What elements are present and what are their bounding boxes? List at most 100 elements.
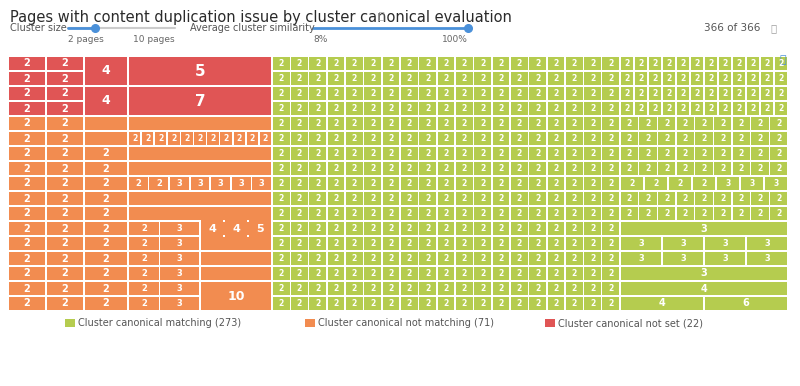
FancyBboxPatch shape — [382, 192, 399, 205]
Text: 2: 2 — [462, 194, 467, 203]
Text: 2: 2 — [638, 74, 644, 83]
FancyBboxPatch shape — [225, 207, 247, 250]
FancyBboxPatch shape — [291, 162, 308, 175]
Text: 2: 2 — [24, 193, 30, 203]
Text: 2: 2 — [498, 284, 503, 293]
FancyBboxPatch shape — [201, 282, 271, 310]
FancyBboxPatch shape — [677, 147, 694, 160]
FancyBboxPatch shape — [718, 72, 731, 85]
Text: 2: 2 — [334, 194, 338, 203]
FancyBboxPatch shape — [273, 177, 290, 190]
Text: 2: 2 — [480, 299, 486, 308]
FancyBboxPatch shape — [346, 192, 362, 205]
FancyBboxPatch shape — [695, 207, 713, 220]
FancyBboxPatch shape — [602, 117, 619, 130]
FancyBboxPatch shape — [207, 132, 219, 145]
FancyBboxPatch shape — [9, 282, 45, 295]
FancyBboxPatch shape — [310, 117, 326, 130]
Text: 2: 2 — [571, 254, 577, 263]
FancyBboxPatch shape — [401, 207, 418, 220]
Text: 2: 2 — [646, 134, 650, 143]
Text: 2: 2 — [352, 284, 357, 293]
Text: 2: 2 — [406, 209, 412, 218]
FancyBboxPatch shape — [751, 207, 769, 220]
FancyBboxPatch shape — [733, 162, 750, 175]
FancyBboxPatch shape — [291, 117, 308, 130]
FancyBboxPatch shape — [493, 222, 510, 235]
FancyBboxPatch shape — [658, 192, 675, 205]
Text: 2: 2 — [498, 104, 503, 113]
Text: 2: 2 — [334, 269, 338, 278]
FancyBboxPatch shape — [328, 222, 345, 235]
Text: 2: 2 — [370, 299, 375, 308]
FancyBboxPatch shape — [621, 147, 638, 160]
Text: 2: 2 — [664, 164, 670, 173]
FancyBboxPatch shape — [511, 222, 528, 235]
FancyBboxPatch shape — [328, 117, 345, 130]
Text: 2: 2 — [517, 179, 522, 188]
Text: 2: 2 — [389, 209, 394, 218]
FancyBboxPatch shape — [733, 57, 745, 70]
Text: 2: 2 — [498, 89, 503, 98]
Text: 2: 2 — [590, 224, 595, 233]
FancyBboxPatch shape — [493, 207, 510, 220]
FancyBboxPatch shape — [364, 282, 381, 295]
Text: 2: 2 — [720, 149, 726, 158]
FancyBboxPatch shape — [310, 162, 326, 175]
Text: 2: 2 — [334, 134, 338, 143]
FancyBboxPatch shape — [328, 72, 345, 85]
FancyBboxPatch shape — [770, 162, 787, 175]
Text: 2: 2 — [608, 104, 614, 113]
FancyBboxPatch shape — [9, 297, 45, 310]
Text: 2: 2 — [443, 164, 449, 173]
FancyBboxPatch shape — [161, 252, 199, 265]
Text: 2: 2 — [389, 269, 394, 278]
Text: 2: 2 — [517, 59, 522, 68]
Text: 2: 2 — [389, 179, 394, 188]
FancyBboxPatch shape — [273, 162, 290, 175]
Text: 2: 2 — [480, 149, 486, 158]
Text: 2: 2 — [535, 209, 540, 218]
FancyBboxPatch shape — [751, 147, 769, 160]
FancyBboxPatch shape — [438, 267, 454, 280]
Text: 2: 2 — [352, 119, 357, 128]
FancyBboxPatch shape — [328, 192, 345, 205]
FancyBboxPatch shape — [419, 267, 436, 280]
Text: 2: 2 — [778, 59, 784, 68]
Text: 2: 2 — [590, 134, 595, 143]
Text: 2: 2 — [297, 299, 302, 308]
Text: Cluster canonical not matching (71): Cluster canonical not matching (71) — [318, 318, 494, 328]
FancyBboxPatch shape — [328, 162, 345, 175]
FancyBboxPatch shape — [419, 177, 436, 190]
Text: 2: 2 — [646, 149, 650, 158]
FancyBboxPatch shape — [46, 147, 83, 160]
FancyBboxPatch shape — [639, 162, 657, 175]
Text: 2: 2 — [406, 119, 412, 128]
FancyBboxPatch shape — [346, 57, 362, 70]
FancyBboxPatch shape — [419, 222, 436, 235]
FancyBboxPatch shape — [530, 207, 546, 220]
Text: 2: 2 — [62, 134, 68, 144]
FancyBboxPatch shape — [346, 207, 362, 220]
Text: 2: 2 — [352, 209, 357, 218]
Text: 2: 2 — [571, 134, 577, 143]
FancyBboxPatch shape — [346, 87, 362, 100]
Text: 2: 2 — [278, 59, 284, 68]
FancyBboxPatch shape — [547, 147, 564, 160]
Text: 2: 2 — [406, 164, 412, 173]
FancyBboxPatch shape — [129, 147, 271, 160]
Text: 2: 2 — [480, 224, 486, 233]
FancyBboxPatch shape — [747, 237, 787, 250]
FancyBboxPatch shape — [456, 117, 473, 130]
FancyBboxPatch shape — [714, 117, 731, 130]
Text: 2: 2 — [389, 194, 394, 203]
Text: 2: 2 — [297, 269, 302, 278]
Text: 2: 2 — [278, 224, 284, 233]
Text: 2: 2 — [462, 239, 467, 248]
Text: 2: 2 — [102, 269, 110, 279]
FancyBboxPatch shape — [291, 102, 308, 115]
Text: 2: 2 — [62, 193, 68, 203]
FancyBboxPatch shape — [765, 177, 787, 190]
Text: 2: 2 — [24, 254, 30, 264]
FancyBboxPatch shape — [747, 72, 759, 85]
